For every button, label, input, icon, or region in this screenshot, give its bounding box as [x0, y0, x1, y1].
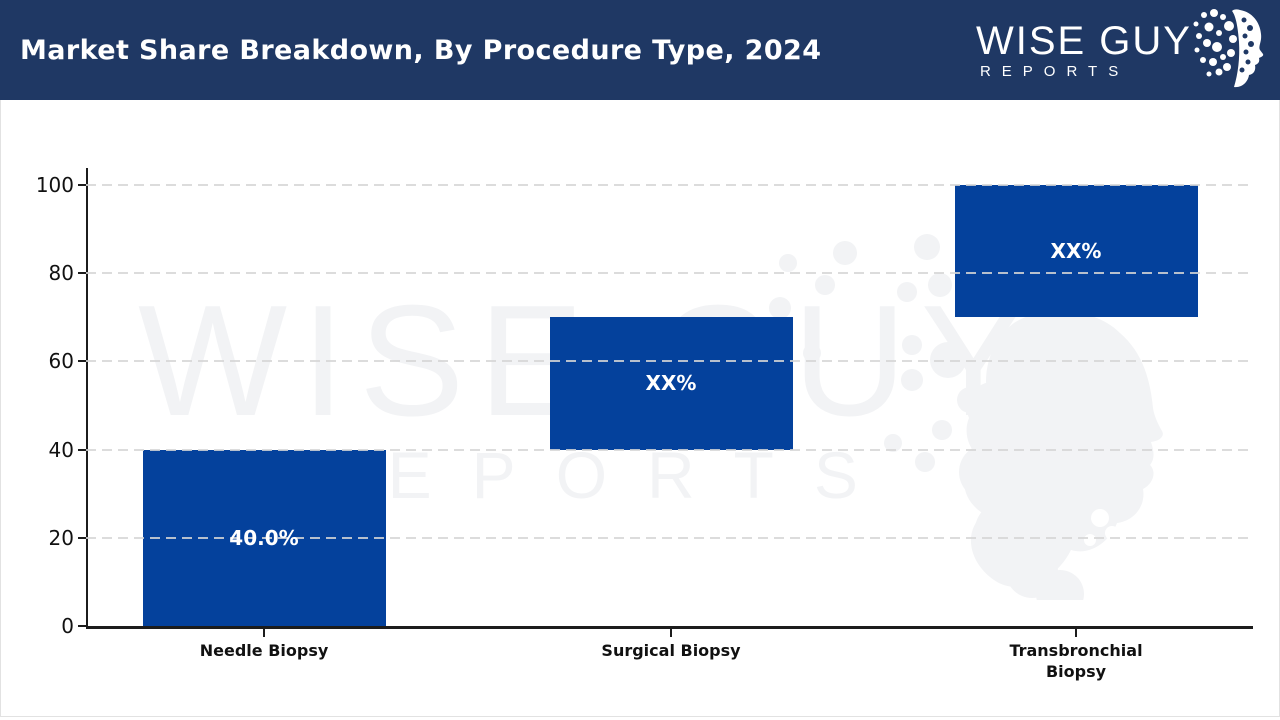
logo-subtitle: REPORTS [979, 62, 1130, 80]
wiseguy-face-icon [1193, 9, 1264, 88]
y-tick-label-0: 0 [61, 614, 74, 638]
y-tick-0 [78, 625, 86, 627]
bar-3 [954, 185, 1198, 318]
bar-value-label-2: XX% [645, 371, 697, 396]
watermark-subtitle: REPORTS [300, 438, 898, 512]
chart-title: Market Share Breakdown, By Procedure Typ… [20, 34, 822, 66]
x-axis [86, 626, 1253, 629]
y-axis [86, 168, 88, 629]
y-tick-100 [78, 184, 86, 186]
x-tick-3 [1075, 629, 1077, 637]
y-tick-20 [78, 536, 86, 539]
logo-text: WISE GUY REPORTS [976, 21, 1192, 80]
watermark-face-icon [769, 234, 1163, 600]
y-tick-label-20: 20 [48, 525, 74, 550]
y-tick-80 [78, 272, 86, 275]
bar-value-label-1: 40.0% [229, 525, 299, 550]
bar-2 [549, 317, 793, 450]
wiseguy-logo: WISE GUY REPORTS [976, 8, 1266, 92]
x-tick-label-3: Transbronchial Biopsy [1009, 641, 1143, 681]
x-tick-label-2: Surgical Biopsy [601, 641, 741, 660]
gridline-60 [86, 360, 1253, 363]
logo-wordmark: WISE GUY [975, 18, 1192, 63]
y-tick-60 [78, 360, 86, 363]
bar-value-label-3: XX% [1050, 239, 1102, 264]
y-tick-label-100: 100 [35, 173, 74, 197]
gridline-80 [86, 272, 1253, 275]
header-bar: Market Share Breakdown, By Procedure Typ… [0, 0, 1280, 100]
x-tick-2 [670, 629, 672, 637]
y-tick-label-40: 40 [48, 437, 74, 462]
y-tick-label-60: 60 [48, 349, 74, 374]
x-tick-label-1: Needle Biopsy [199, 641, 329, 660]
gridline-20 [86, 536, 1253, 539]
y-tick-label-80: 80 [48, 261, 74, 286]
y-tick-40 [78, 448, 86, 451]
gridline-40 [86, 448, 1253, 451]
x-tick-1 [263, 629, 265, 637]
gridline-100 [86, 184, 1253, 186]
